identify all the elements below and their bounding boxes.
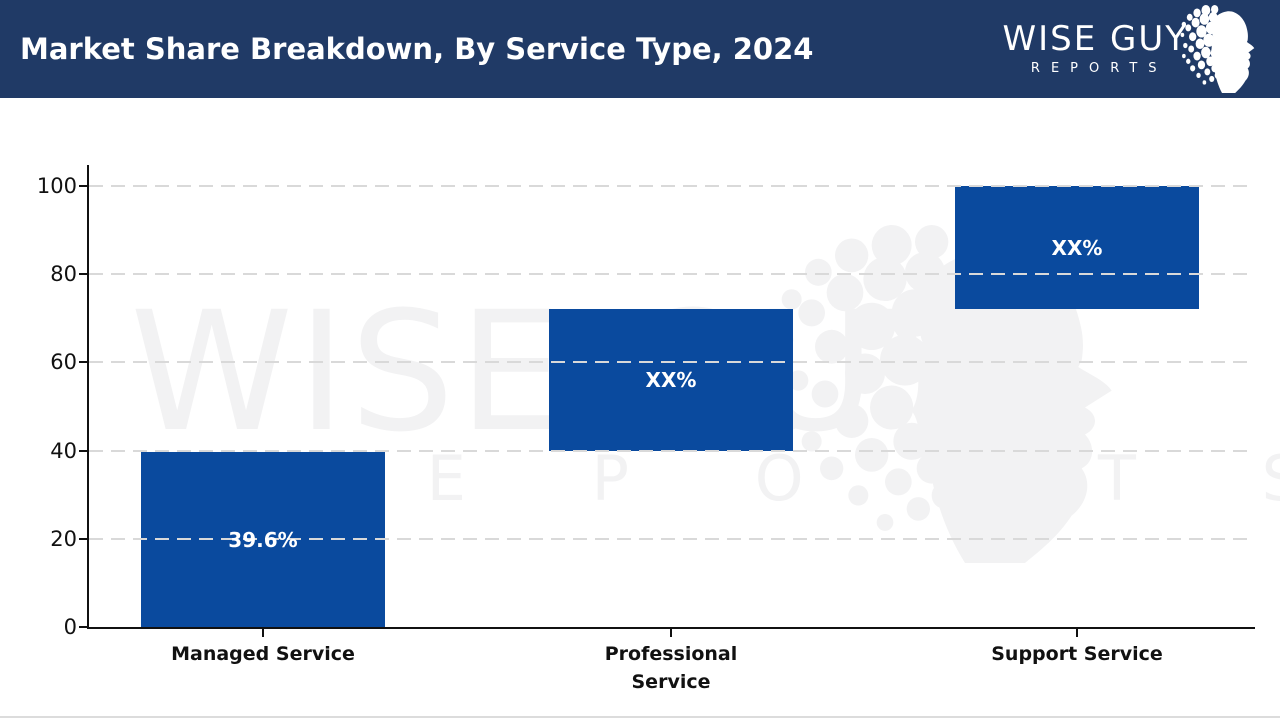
x-tick-label-0: Managed Service	[171, 643, 355, 665]
y-tick-label-100: 100	[36, 174, 77, 198]
y-tickmark-60	[79, 361, 87, 364]
y-tickmark-40	[79, 449, 87, 452]
bar-value-label: 39.6%	[228, 527, 298, 552]
gridline-y60	[89, 361, 1255, 364]
x-axis-line	[87, 627, 1255, 629]
page-title: Market Share Breakdown, By Service Type,…	[20, 32, 814, 66]
y-tickmark-100	[79, 185, 87, 187]
watermark-face-icon	[765, 225, 1165, 564]
y-axis-line	[87, 165, 89, 629]
footer-divider	[0, 716, 1280, 718]
x-tick-label-1: Professional Service	[604, 643, 738, 693]
logo-wordmark: WISE GUY	[1002, 19, 1188, 59]
logo-face-icon	[1178, 5, 1266, 93]
y-tickmark-20	[79, 537, 87, 540]
bar-professional-service	[549, 309, 793, 451]
gridline-y100	[89, 185, 1255, 187]
x-tick-label-2: Support Service	[991, 643, 1163, 665]
y-tickmark-80	[79, 273, 87, 276]
x-tickmark-1	[670, 629, 672, 637]
logo-subtext: REPORTS	[1030, 61, 1168, 76]
y-tick-label-20: 20	[50, 526, 77, 551]
gridline-y20	[89, 537, 1255, 540]
y-tickmark-0	[79, 626, 87, 628]
bar-value-label: XX%	[645, 368, 697, 393]
brand-logo: WISE GUY REPORTS	[1002, 5, 1266, 93]
x-tickmark-0	[262, 629, 264, 637]
x-tickmark-2	[1076, 629, 1078, 637]
y-tick-label-40: 40	[50, 438, 77, 463]
bar-support-service	[955, 186, 1199, 310]
bar-value-label: XX%	[1051, 235, 1103, 260]
gridline-y40	[89, 449, 1255, 452]
header: Market Share Breakdown, By Service Type,…	[0, 0, 1280, 98]
gridline-y80	[89, 273, 1255, 276]
watermark-subtext: R E P O R T S	[258, 442, 1280, 515]
y-tick-label-80: 80	[50, 262, 77, 287]
y-tick-label-0: 0	[63, 615, 77, 639]
brand-logo-text: WISE GUY REPORTS	[1002, 22, 1188, 76]
y-tick-label-60: 60	[50, 350, 77, 375]
